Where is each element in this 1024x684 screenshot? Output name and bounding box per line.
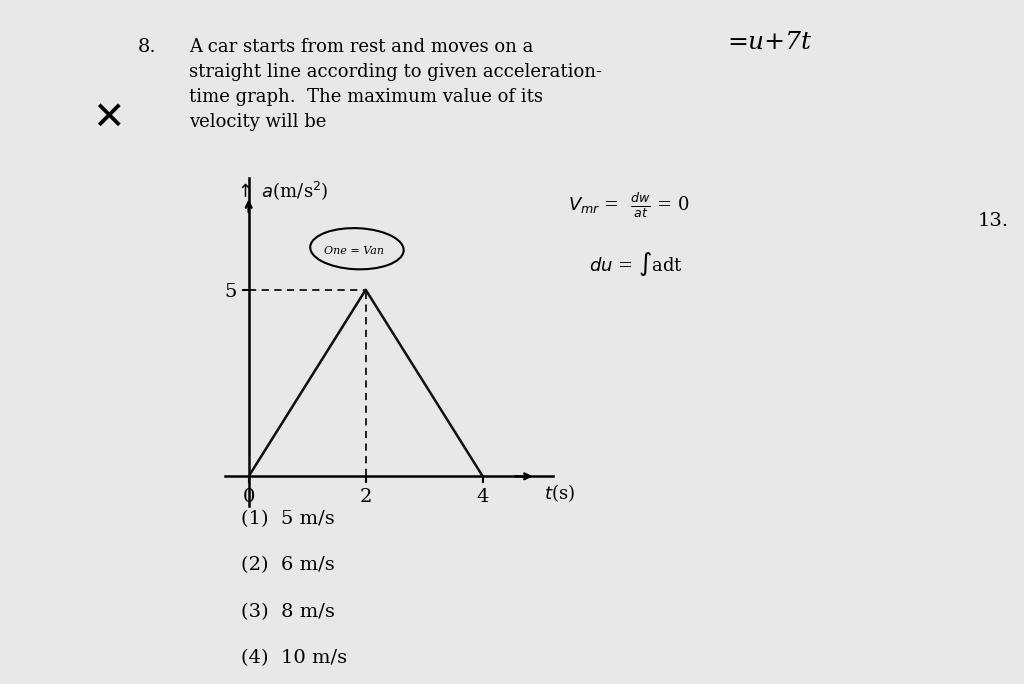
Text: 8.: 8. bbox=[138, 38, 157, 55]
Text: One = Van: One = Van bbox=[324, 246, 384, 256]
Text: 13.: 13. bbox=[978, 212, 1009, 230]
Text: $V_{mr}$ =  $\frac{dw}{at}$ = 0: $V_{mr}$ = $\frac{dw}{at}$ = 0 bbox=[568, 192, 690, 220]
Text: =u+7t: =u+7t bbox=[727, 31, 811, 54]
Text: $du$ = $\int$adt: $du$ = $\int$adt bbox=[589, 250, 683, 278]
Text: (2)  6 m/s: (2) 6 m/s bbox=[241, 556, 335, 574]
Text: ✕: ✕ bbox=[92, 99, 125, 137]
Text: (3)  8 m/s: (3) 8 m/s bbox=[241, 603, 335, 620]
Text: (1)  5 m/s: (1) 5 m/s bbox=[241, 510, 335, 527]
Text: $\uparrow$ $a$(m/s$^2$): $\uparrow$ $a$(m/s$^2$) bbox=[234, 179, 329, 202]
Text: $t$(s): $t$(s) bbox=[544, 482, 575, 504]
Text: (4)  10 m/s: (4) 10 m/s bbox=[241, 649, 347, 667]
Text: A car starts from rest and moves on a
straight line according to given accelerat: A car starts from rest and moves on a st… bbox=[189, 38, 602, 131]
